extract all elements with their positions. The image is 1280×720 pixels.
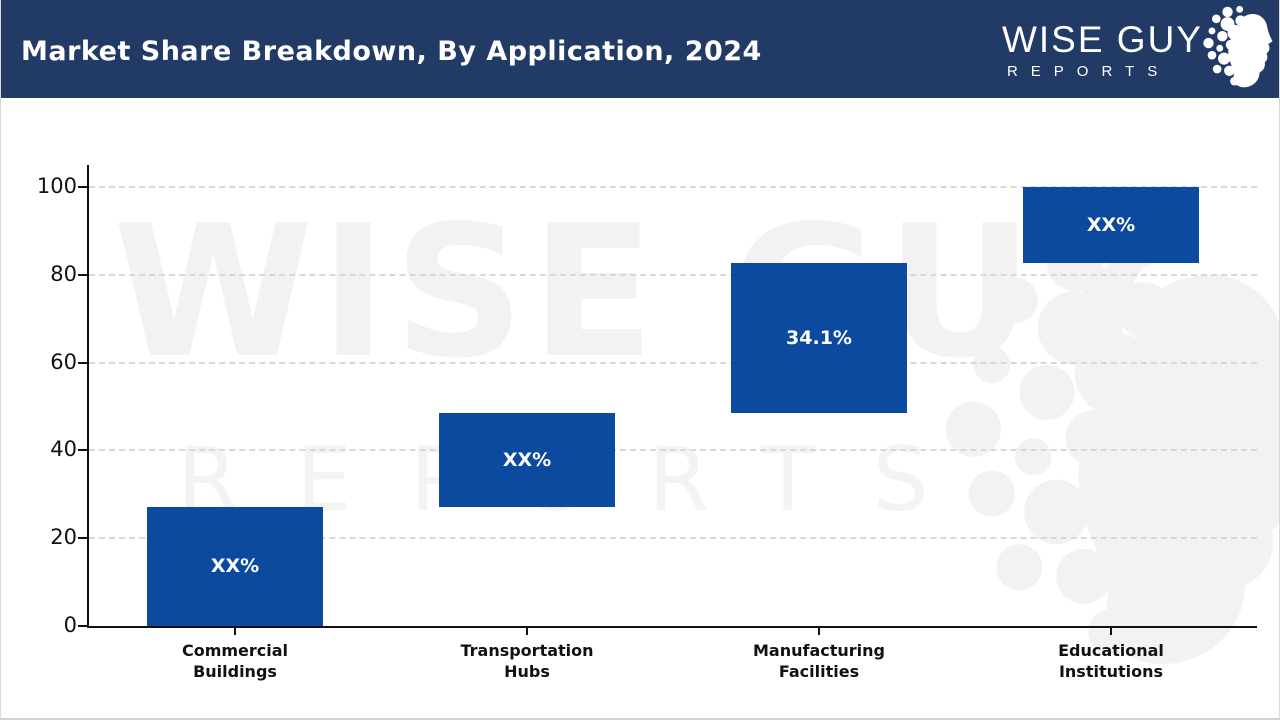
logo-wordmark: WISE GUY (1001, 19, 1203, 60)
category-label-1: Transportation Hubs (460, 641, 594, 681)
header-banner: Market Share Breakdown, By Application, … (1, 0, 1279, 98)
chart-area: WISE GUY REPORTS 020406080100XX%Commerci… (1, 98, 1279, 718)
y-tick-label-60: 60 (50, 349, 77, 374)
bar-value-label: XX% (1086, 214, 1136, 237)
category-label-3: Educational Institutions (1058, 641, 1164, 681)
gridline-80 (89, 273, 1257, 276)
y-tick-label-80: 80 (50, 261, 77, 286)
bar-value-label: XX% (210, 555, 260, 578)
x-tick-1 (526, 628, 528, 635)
category-label-2: Manufacturing Facilities (753, 641, 885, 681)
y-axis-line (87, 165, 89, 628)
wiseguy-logo-text: WISE GUY REPORTS (1001, 19, 1203, 81)
gridline-20 (89, 537, 1257, 540)
y-tick-label-40: 40 (50, 437, 77, 462)
chart-title: Market Share Breakdown, By Application, … (21, 36, 762, 67)
y-tick-80 (78, 273, 87, 276)
category-label-0: Commercial Buildings (181, 641, 289, 681)
y-tick-label-0: 0 (63, 613, 77, 637)
y-tick-label-100: 100 (36, 174, 77, 198)
bar-value-label: XX% (502, 448, 552, 471)
y-tick-40 (78, 449, 87, 452)
x-tick-2 (818, 628, 820, 635)
y-tick-100 (78, 186, 87, 188)
x-axis-line (87, 626, 1257, 628)
y-tick-20 (78, 537, 87, 540)
x-tick-3 (1110, 628, 1112, 635)
wiseguy-face-icon (1203, 5, 1273, 88)
gridline-40 (89, 449, 1257, 452)
bar-commercial-buildings: XX% (147, 506, 323, 626)
gridline-60 (89, 361, 1257, 364)
bar-educational-institutions: XX% (1023, 187, 1199, 264)
y-tick-60 (78, 361, 87, 364)
y-tick-label-20: 20 (50, 525, 77, 550)
x-tick-0 (234, 628, 236, 635)
bar-transportation-hubs: XX% (439, 413, 615, 507)
bar-manufacturing-facilities: 34.1% (731, 263, 907, 414)
y-tick-0 (78, 625, 87, 627)
logo-subtext: REPORTS (1006, 63, 1171, 80)
bar-value-label: 34.1% (786, 327, 852, 350)
wiseguy-logo: WISE GUY REPORTS (1002, 5, 1275, 95)
gridline-100 (89, 186, 1257, 188)
